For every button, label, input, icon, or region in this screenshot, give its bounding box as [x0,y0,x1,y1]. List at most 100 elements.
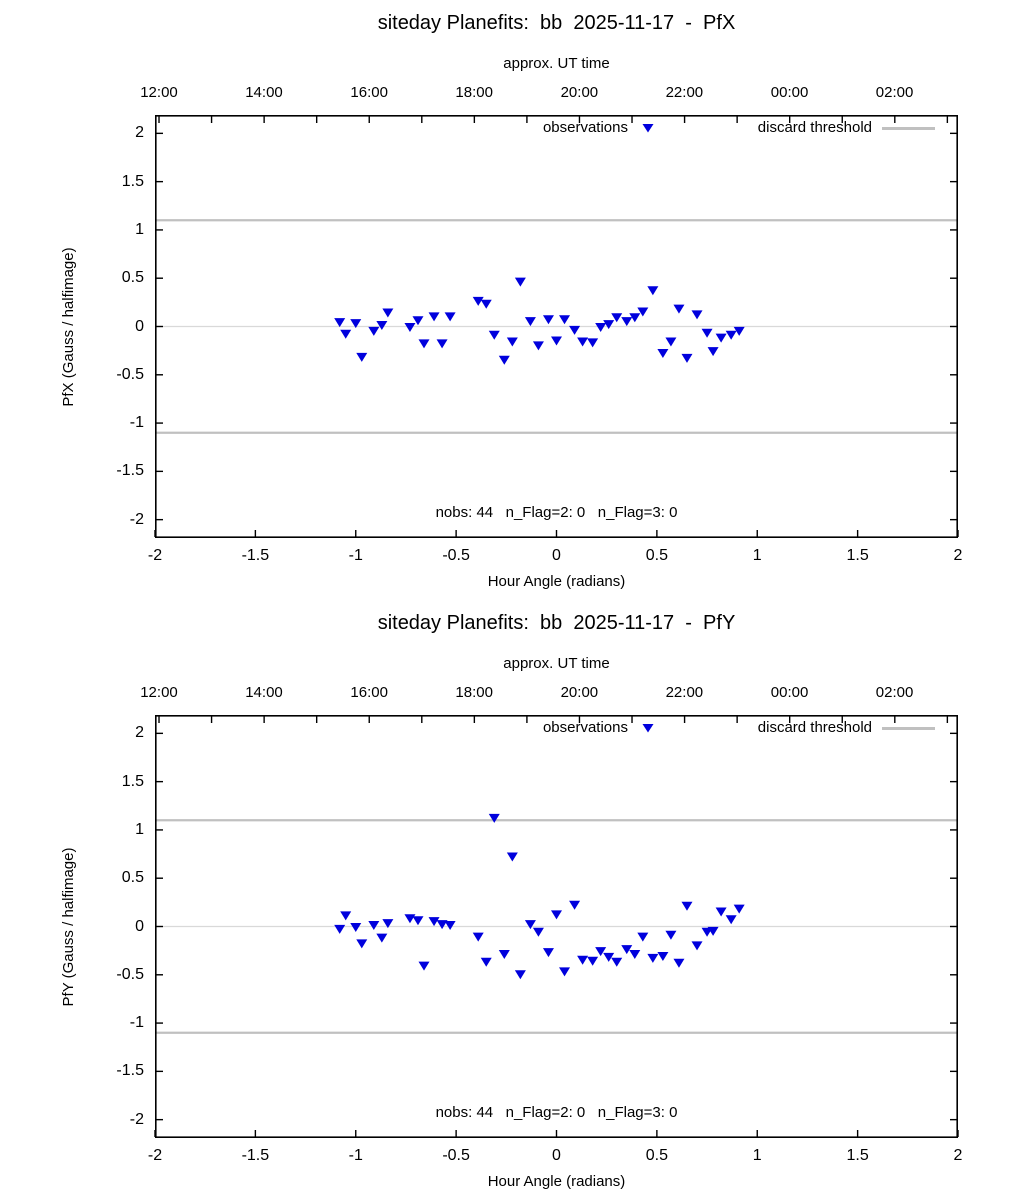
data-point-marker [657,951,669,961]
data-point-marker [587,338,599,348]
data-point-marker [488,330,500,340]
y-tick-label: -1 [129,414,144,432]
x-axis-label: Hour Angle (radians) [487,1173,626,1190]
data-point-marker [551,336,562,346]
data-point-marker [551,910,562,920]
y-tick-label: 1 [135,220,144,238]
x-tick-label: 0 [552,547,561,564]
data-point-marker [542,948,554,958]
x-tick-label: -0.5 [442,1147,470,1164]
x-tick-label: 1.5 [846,547,869,564]
data-point-marker [418,961,430,971]
data-point-marker [673,958,685,968]
ut-tick-label: 16:00 [350,84,388,101]
data-point-marker [368,921,380,931]
data-point-marker [524,920,536,930]
data-point-marker [428,917,440,927]
data-point-marker [725,330,737,340]
legend-label-discard-threshold: discard threshold [757,119,872,136]
data-point-marker [350,319,362,329]
plot-area [154,115,959,538]
x-tick-label: -1.5 [241,1147,270,1164]
data-point-marker [611,313,623,323]
y-tick-label: 0.5 [121,269,144,287]
data-point-marker [725,915,737,925]
data-point-marker [418,339,430,349]
x-axis-label: Hour Angle (radians) [487,573,626,590]
data-point-marker [480,299,492,309]
y-tick-label: -1.5 [116,1062,144,1080]
data-point-marker [356,352,368,362]
data-point-marker [621,945,633,955]
data-point-marker [559,315,571,325]
data-point-marker [629,950,641,960]
data-point-marker [681,901,693,911]
data-point-marker [733,904,745,914]
data-point-marker [404,914,416,924]
y-tick-label: -2 [129,510,144,528]
legend-marker-triangle-icon [642,724,654,733]
top-axis-label: approx. UT time [503,55,610,72]
data-point-marker [532,927,544,937]
data-point-marker [665,337,677,347]
ut-tick-label: 00:00 [770,84,809,101]
data-point-marker [629,313,641,323]
x-tick-label: -1.5 [241,547,270,564]
y-tick-label: 0.5 [121,869,144,887]
plot-frame [155,115,959,538]
data-point-marker [637,932,649,942]
data-point-marker [595,322,607,332]
y-tick-label: -1.5 [116,462,144,480]
ut-tick-label: 02:00 [875,84,914,101]
data-point-marker [715,333,727,343]
chart-title: siteday Planefits: bb 2025-11-17 - PfX [377,12,736,34]
data-point-marker [611,957,623,967]
chart-pfx: siteday Planefits: bb 2025-11-17 - PfX a… [60,12,962,590]
data-point-marker [657,349,669,359]
x-tick-label: 1 [752,1147,762,1164]
y-tick-label: -2 [129,1110,144,1128]
legend-label-discard-threshold: discard threshold [757,719,872,736]
data-point-marker [480,957,492,967]
y-tick-label: 2 [135,724,144,742]
x-tick-label: 0.5 [645,547,668,564]
data-point-marker [691,310,703,320]
data-point-marker [577,955,589,965]
data-point-marker [376,321,388,331]
data-point-marker [444,921,456,931]
data-point-marker [715,907,727,917]
data-point-marker [569,900,581,910]
data-point-marker [404,322,416,332]
chart-title: siteday Planefits: bb 2025-11-17 - PfY [377,612,736,634]
legend-threshold-line-sample [882,127,935,130]
data-point-marker [412,316,424,326]
ut-tick-label: 20:00 [560,684,599,701]
legend-label-observations: observations [542,119,628,136]
x-tick-label: 1.5 [846,1147,869,1164]
data-point-marker [444,312,456,322]
x-tick-label: 2 [953,1147,963,1164]
data-point-marker [498,355,510,365]
ut-tick-label: 14:00 [245,684,283,701]
x-tick-label: -2 [147,547,163,564]
data-point-marker [647,286,659,296]
chart-pfy: siteday Planefits: bb 2025-11-17 - PfY a… [0,600,1024,1200]
x-tick-label: -1 [348,1147,363,1164]
data-point-marker [637,307,649,317]
ut-tick-label: 18:00 [455,684,493,701]
y-tick-label: 2 [135,124,144,142]
x-tick-label: -1 [348,547,363,564]
data-point-marker [472,932,484,942]
ut-tick-label: 02:00 [875,684,914,701]
data-point-marker [428,312,440,322]
y-tick-label: 0 [135,917,144,935]
ut-tick-label: 22:00 [665,684,704,701]
top-axis-label: approx. UT time [503,655,610,672]
data-point-marker [542,315,554,325]
data-point-marker [673,304,685,314]
legend-marker-triangle-icon [642,124,654,133]
y-tick-label: -0.5 [116,365,144,383]
data-point-marker [532,341,544,351]
data-point-marker [603,952,615,962]
